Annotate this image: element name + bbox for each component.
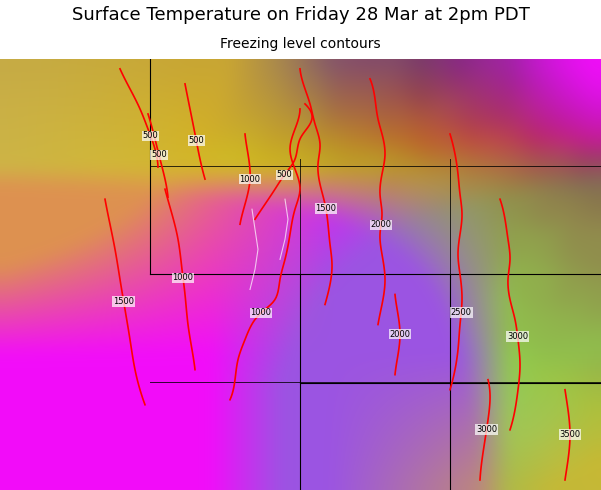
Text: 1000: 1000 [251, 309, 272, 318]
Text: 1000: 1000 [240, 174, 260, 184]
Text: 500: 500 [151, 150, 167, 159]
Text: 2000: 2000 [389, 330, 410, 339]
Text: Surface Temperature on Friday 28 Mar at 2pm PDT: Surface Temperature on Friday 28 Mar at … [72, 6, 529, 24]
Text: 1500: 1500 [316, 204, 337, 213]
Text: 500: 500 [189, 136, 204, 145]
Text: Freezing level contours: Freezing level contours [220, 37, 381, 51]
Text: 1500: 1500 [113, 297, 134, 306]
Text: 2000: 2000 [370, 220, 391, 229]
Text: 2500: 2500 [451, 308, 472, 317]
Text: 500: 500 [143, 131, 159, 141]
Text: 500: 500 [276, 171, 292, 179]
Text: 3000: 3000 [476, 425, 497, 434]
Text: 1000: 1000 [172, 273, 194, 282]
Text: 3500: 3500 [560, 430, 581, 439]
Text: 3000: 3000 [507, 332, 528, 341]
